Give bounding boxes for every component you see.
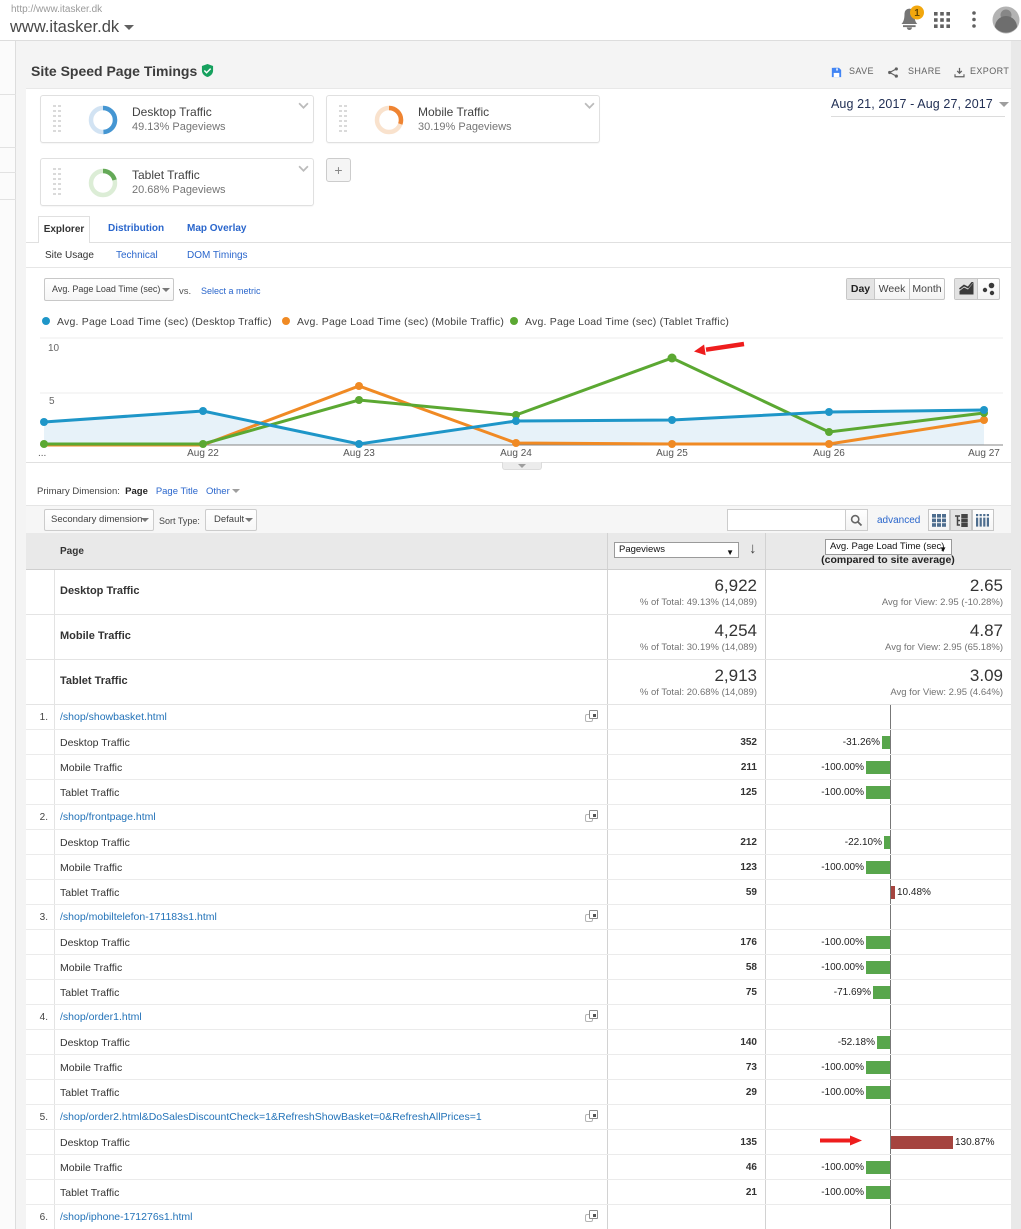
svg-text:Aug 24: Aug 24 [500,448,532,459]
svg-text:Aug 22: Aug 22 [187,448,219,459]
svg-text:Aug 26: Aug 26 [813,448,845,459]
svg-text:10: 10 [48,343,60,354]
svg-text:Aug 25: Aug 25 [656,448,688,459]
svg-text:Aug 27: Aug 27 [968,448,1000,459]
svg-text:...: ... [38,448,46,459]
svg-text:Aug 23: Aug 23 [343,448,375,459]
svg-text:1: 1 [914,8,920,19]
svg-text:5: 5 [49,396,55,407]
